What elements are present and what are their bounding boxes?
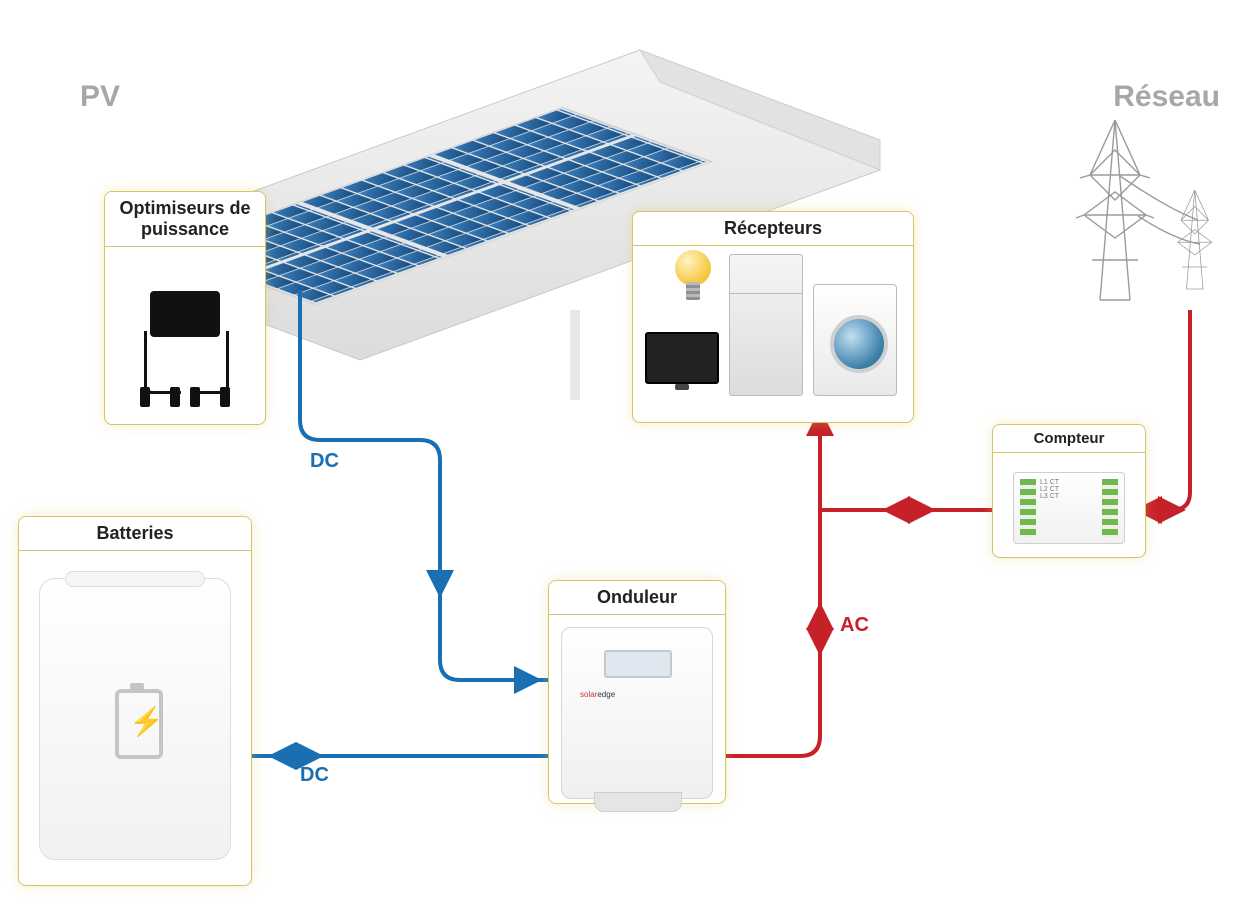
energy-meter-icon: L1 CTL2 CTL3 CT	[1013, 472, 1125, 544]
batteries-box: Batteries ⚡	[18, 516, 252, 886]
diagram-stage: PV Réseau	[0, 0, 1244, 917]
meter-box: Compteur L1 CTL2 CTL3 CT	[992, 424, 1146, 558]
battery-icon: ⚡	[39, 578, 231, 860]
dc-label-top: DC	[310, 450, 339, 473]
ac-label: AC	[840, 614, 869, 637]
inverter-icon: solaredge	[561, 627, 713, 799]
receivers-box: Récepteurs	[632, 211, 914, 423]
grid-pylons-icon	[1060, 120, 1230, 330]
inverter-box: Onduleur solaredge	[548, 580, 726, 804]
lightbulb-icon	[675, 250, 711, 304]
receivers-header: Récepteurs	[633, 212, 913, 246]
optimizers-header: Optimiseurs de puissance	[105, 192, 265, 247]
optimizers-box: Optimiseurs de puissance	[104, 191, 266, 425]
edge-ac-bus	[724, 422, 820, 756]
tv-icon	[645, 332, 719, 384]
fridge-icon	[729, 254, 803, 396]
batteries-header: Batteries	[19, 517, 251, 551]
grid-title: Réseau	[1113, 80, 1220, 114]
washer-icon	[813, 284, 897, 396]
power-optimizer-icon	[140, 291, 230, 391]
meter-header: Compteur	[993, 425, 1145, 453]
edge-meter-grid	[1143, 310, 1190, 510]
dc-label-bottom: DC	[300, 764, 329, 787]
inverter-header: Onduleur	[549, 581, 725, 615]
